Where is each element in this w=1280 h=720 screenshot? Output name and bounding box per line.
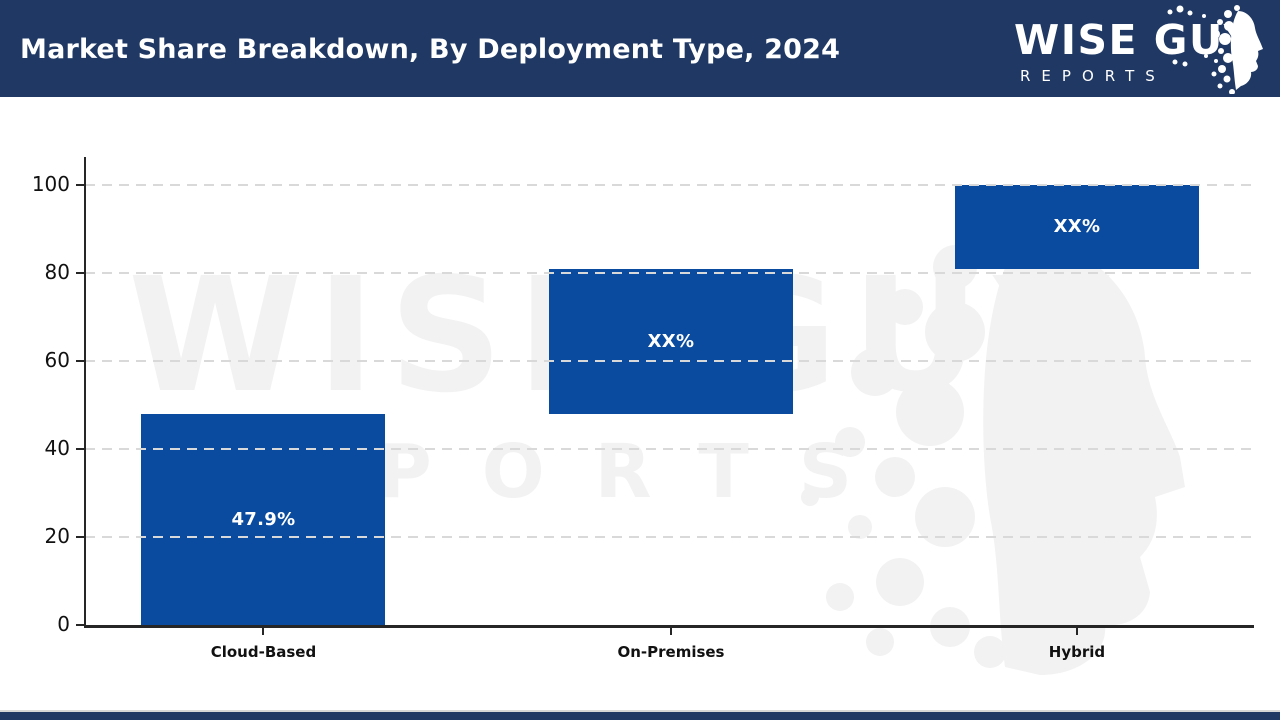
wise-guy-reports-logo: WISE GUY REPORTS (1014, 5, 1263, 94)
y-tick-mark (76, 536, 84, 538)
gridline (85, 184, 1254, 186)
x-tick-mark (669, 628, 672, 635)
bar-value-label: XX% (647, 330, 695, 352)
bar-on-premises: XX% (548, 268, 793, 415)
logo-text-line1: WISE GUY (1014, 16, 1255, 64)
logo-accent-dots (1167, 5, 1193, 67)
x-category-label: Hybrid (1048, 643, 1106, 661)
logo-text-line2: REPORTS (1020, 67, 1166, 85)
y-tick-mark (76, 184, 84, 186)
y-tick-label: 80 (44, 260, 70, 284)
bar-value-label: XX% (1053, 216, 1101, 238)
y-tick-mark (76, 624, 84, 626)
y-tick-mark (76, 448, 84, 450)
gridline (85, 536, 1254, 538)
header-bar: Market Share Breakdown, By Deployment Ty… (0, 0, 1280, 97)
gridline (85, 360, 1254, 362)
y-tick-label: 40 (44, 436, 70, 460)
logo-head-icon (1202, 5, 1263, 94)
y-tick-label: 100 (31, 172, 70, 196)
x-category-label: Cloud-Based (210, 643, 317, 661)
x-axis-spine (84, 625, 1254, 628)
x-tick-mark (1075, 628, 1078, 635)
x-tick-mark (262, 628, 265, 635)
x-category-label: On-Premises (617, 643, 725, 661)
y-axis-spine (84, 157, 86, 628)
chart-title: Market Share Breakdown, By Deployment Ty… (20, 34, 841, 65)
gridline (85, 272, 1254, 274)
y-tick-label: 20 (44, 524, 70, 548)
gridline (85, 448, 1254, 450)
y-tick-label: 60 (44, 348, 70, 372)
bar-hybrid: XX% (954, 185, 1199, 269)
y-tick-mark (76, 360, 84, 362)
y-tick-label: 0 (57, 612, 70, 636)
bar-cloud-based: 47.9% (141, 414, 386, 625)
bar-value-label: 47.9% (231, 509, 296, 531)
footer-bar (0, 710, 1280, 720)
y-tick-mark (76, 272, 84, 274)
chart-area: WISE GUY REPORTS (0, 97, 1280, 712)
